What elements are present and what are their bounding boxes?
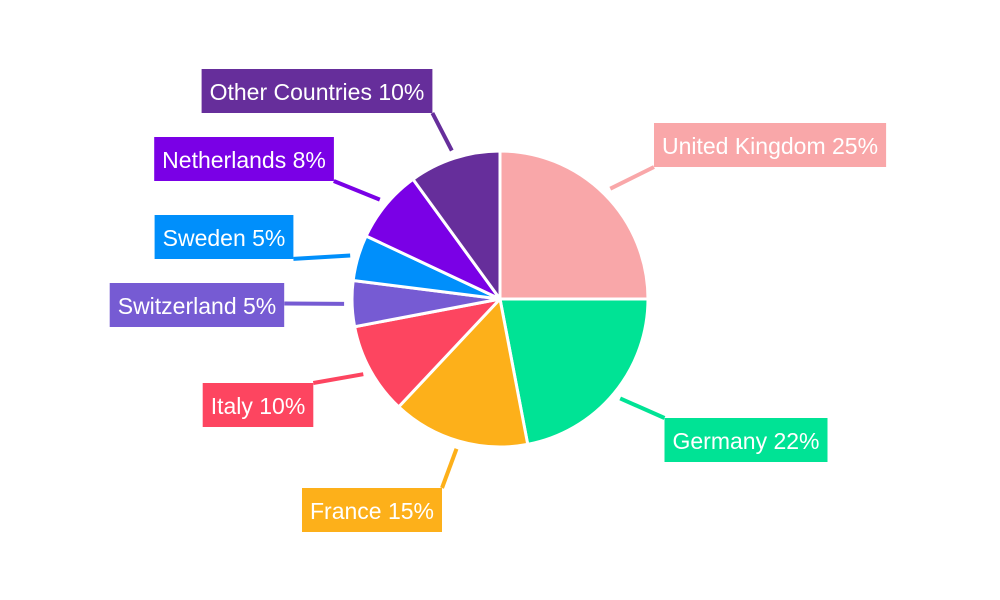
- pie-slice-france: [397, 297, 530, 449]
- slice-label-box: [302, 488, 442, 532]
- slice-label-box: [654, 123, 887, 167]
- leader-line: [440, 448, 459, 489]
- pie-slice-united-kingdom: [498, 149, 650, 301]
- slice-label-text: Germany 22%: [672, 428, 819, 454]
- slice-label-italy: Italy 10%: [202, 383, 314, 427]
- slice-label-switzerland: Switzerland 5%: [109, 283, 285, 327]
- leader-line: [312, 372, 364, 385]
- slice-label-box: [154, 215, 294, 259]
- slice-label-other-countries: Other Countries 10%: [201, 69, 433, 113]
- slice-label-box: [154, 137, 334, 181]
- leader-line: [333, 179, 381, 202]
- pie-slices: [350, 149, 650, 449]
- slice-label-germany: Germany 22%: [664, 418, 828, 462]
- slice-label-box: [202, 383, 314, 427]
- leader-line: [619, 396, 666, 420]
- pie-slice-italy: [353, 297, 502, 409]
- leader-line: [609, 165, 655, 191]
- slice-label-text: United Kingdom 25%: [662, 133, 878, 159]
- slice-label-text: France 15%: [310, 498, 434, 524]
- slice-label-text: Italy 10%: [211, 393, 306, 419]
- pie-slice-germany: [498, 297, 650, 446]
- slice-label-netherlands: Netherlands 8%: [154, 137, 334, 181]
- slice-label-france: France 15%: [302, 488, 442, 532]
- slice-label-box: [109, 283, 285, 327]
- slice-label-text: Switzerland 5%: [118, 293, 277, 319]
- slice-label-united-kingdom: United Kingdom 25%: [654, 123, 887, 167]
- slice-label-sweden: Sweden 5%: [154, 215, 294, 259]
- leader-line: [293, 253, 351, 261]
- slice-label-box: [201, 69, 433, 113]
- slice-label-text: Other Countries 10%: [210, 79, 425, 105]
- slice-labels: United Kingdom 25% Germany 22% France 15% I…: [109, 69, 887, 532]
- slice-label-box: [664, 418, 828, 462]
- pie-slice-other-countries: [411, 149, 502, 301]
- slice-label-text: Sweden 5%: [163, 225, 286, 251]
- slice-label-text: Netherlands 8%: [162, 147, 326, 173]
- leader-line: [430, 112, 454, 152]
- leader-lines: [284, 112, 666, 489]
